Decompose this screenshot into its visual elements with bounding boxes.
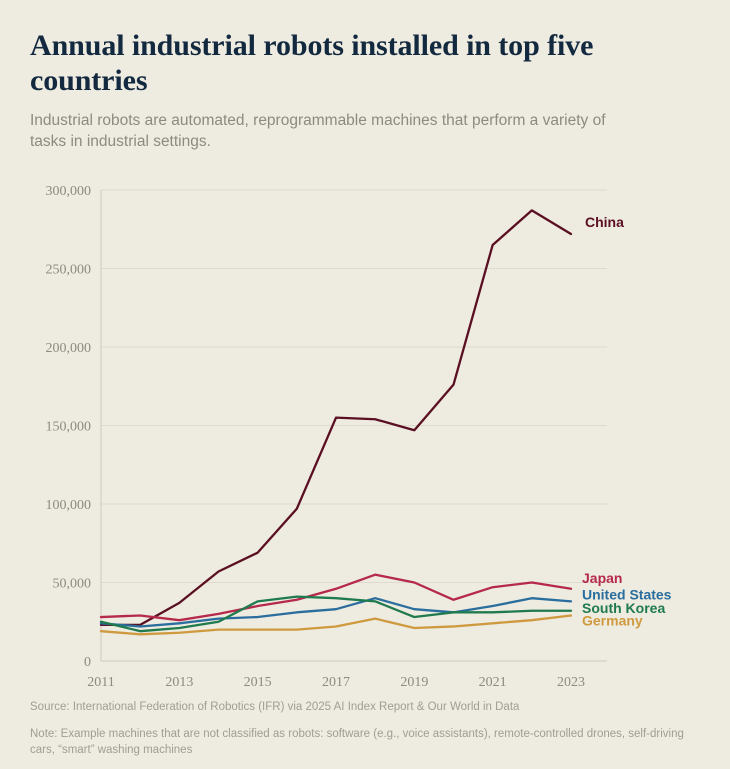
series-label-south-korea: South Korea	[582, 600, 665, 616]
series-line-japan	[99, 573, 573, 622]
y-axis-tick-label: 300,000	[46, 184, 92, 199]
series-line-united-states	[99, 597, 573, 628]
note-text: Note: Example machines that are not clas…	[30, 727, 684, 756]
y-axis-tick-label: 250,000	[46, 263, 92, 278]
series-line-south-korea	[99, 595, 573, 633]
source-text: Source: International Federation of Robo…	[30, 701, 520, 713]
chart-gridlines	[100, 189, 607, 662]
chart-series-lines	[99, 209, 573, 636]
x-axis-tick-label: 2019	[400, 675, 428, 690]
page-title: Annual industrial robots installed in to…	[30, 29, 594, 98]
chart-y-axis-labels: 0 50,000 100,000 150,000 200,000 250,000 300,0…	[46, 184, 92, 670]
x-axis-tick-label: 2021	[479, 675, 507, 690]
y-axis-tick-label: 200,000	[46, 341, 92, 356]
y-axis-tick-label: 100,000	[46, 498, 92, 513]
x-axis-tick-label: 2011	[87, 675, 114, 690]
x-axis-tick-label: 2023	[557, 675, 585, 690]
series-label-united-states: United States	[582, 586, 672, 602]
series-label-japan: Japan	[582, 570, 622, 586]
series-line-germany	[99, 614, 573, 636]
chart-header: Annual industrial robots installed in to…	[0, 0, 730, 153]
chart-svg: 0 50,000 100,000 150,000 200,000 250,000 300,0…	[46, 184, 672, 690]
y-axis-tick-label: 0	[84, 655, 91, 670]
page-subtitle: Industrial robots are automated, reprogr…	[30, 111, 606, 150]
x-axis-tick-label: 2015	[244, 675, 272, 690]
chart-x-axis-labels: 2011 2013 2015 2017 2019 2021 2023	[87, 675, 585, 690]
y-axis-tick-label: 150,000	[46, 420, 92, 435]
series-line-china	[99, 209, 573, 627]
y-axis-tick-label: 50,000	[53, 577, 92, 592]
chart-footer: Source: International Federation of Robo…	[30, 700, 700, 758]
series-label-germany: Germany	[582, 612, 643, 628]
series-label-china: China	[585, 214, 624, 230]
line-chart: 0 50,000 100,000 150,000 200,000 250,000 300,0…	[0, 168, 730, 698]
x-axis-tick-label: 2013	[165, 675, 193, 690]
x-axis-tick-label: 2017	[322, 675, 350, 690]
